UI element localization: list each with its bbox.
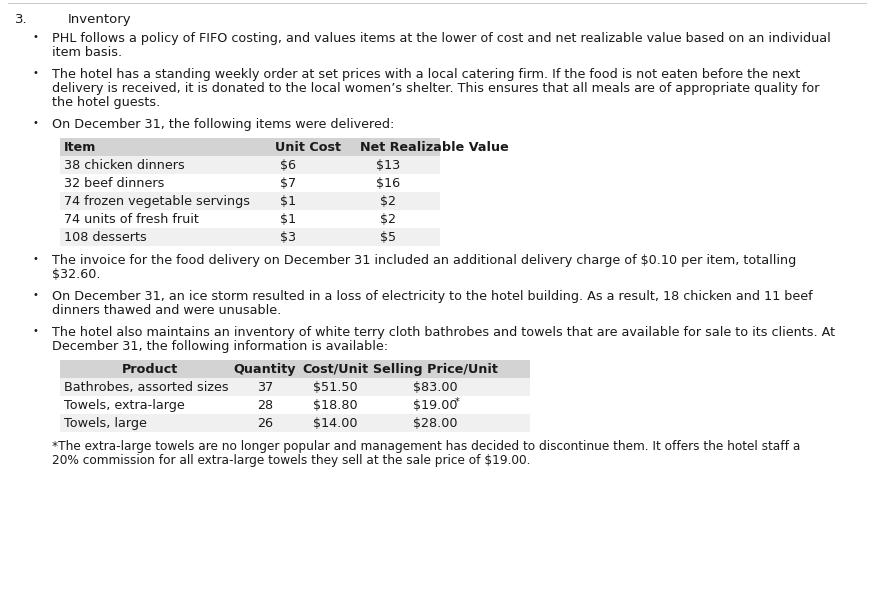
Text: 28: 28 bbox=[257, 399, 273, 412]
Text: *The extra-large towels are no longer popular and management has decided to disc: *The extra-large towels are no longer po… bbox=[52, 440, 801, 453]
Text: Net Realizable Value: Net Realizable Value bbox=[360, 141, 509, 154]
Text: dinners thawed and were unusable.: dinners thawed and were unusable. bbox=[52, 304, 281, 317]
Text: $28.00: $28.00 bbox=[413, 417, 457, 430]
Text: *: * bbox=[455, 397, 460, 407]
Text: $19.00: $19.00 bbox=[413, 399, 457, 412]
Text: $13: $13 bbox=[376, 159, 400, 172]
Bar bbox=[60, 378, 530, 396]
Text: $3: $3 bbox=[280, 231, 296, 244]
Text: item basis.: item basis. bbox=[52, 46, 122, 59]
Text: $1: $1 bbox=[280, 195, 296, 208]
Text: 38 chicken dinners: 38 chicken dinners bbox=[64, 159, 184, 172]
Text: On December 31, the following items were delivered:: On December 31, the following items were… bbox=[52, 118, 394, 131]
Bar bbox=[60, 414, 530, 432]
Bar bbox=[60, 228, 440, 246]
Bar bbox=[60, 138, 440, 156]
Text: $32.60.: $32.60. bbox=[52, 268, 101, 281]
Text: •: • bbox=[32, 254, 38, 264]
Text: Inventory: Inventory bbox=[68, 13, 132, 26]
Text: $1: $1 bbox=[280, 213, 296, 226]
Text: December 31, the following information is available:: December 31, the following information i… bbox=[52, 340, 388, 353]
Text: 3.: 3. bbox=[15, 13, 28, 26]
Text: •: • bbox=[32, 118, 38, 128]
Text: PHL follows a policy of FIFO costing, and values items at the lower of cost and : PHL follows a policy of FIFO costing, an… bbox=[52, 32, 831, 45]
Text: 108 desserts: 108 desserts bbox=[64, 231, 147, 244]
Text: 74 units of fresh fruit: 74 units of fresh fruit bbox=[64, 213, 199, 226]
Bar bbox=[60, 192, 440, 210]
Text: $5: $5 bbox=[380, 231, 396, 244]
Text: Bathrobes, assorted sizes: Bathrobes, assorted sizes bbox=[64, 381, 229, 394]
Text: $2: $2 bbox=[380, 195, 396, 208]
Text: •: • bbox=[32, 290, 38, 300]
Text: 20% commission for all extra-large towels they sell at the sale price of $19.00.: 20% commission for all extra-large towel… bbox=[52, 454, 531, 467]
Text: $16: $16 bbox=[376, 177, 400, 190]
Text: On December 31, an ice storm resulted in a loss of electricity to the hotel buil: On December 31, an ice storm resulted in… bbox=[52, 290, 813, 303]
Bar bbox=[60, 210, 440, 228]
Text: $14.00: $14.00 bbox=[313, 417, 357, 430]
Bar bbox=[60, 396, 530, 414]
Text: delivery is received, it is donated to the local women’s shelter. This ensures t: delivery is received, it is donated to t… bbox=[52, 82, 820, 95]
Text: the hotel guests.: the hotel guests. bbox=[52, 96, 160, 109]
Bar bbox=[60, 156, 440, 174]
Text: Selling Price/Unit: Selling Price/Unit bbox=[372, 363, 497, 376]
Text: Quantity: Quantity bbox=[233, 363, 296, 376]
Bar bbox=[60, 174, 440, 192]
Text: •: • bbox=[32, 68, 38, 78]
Text: Towels, extra-large: Towels, extra-large bbox=[64, 399, 184, 412]
Text: $51.50: $51.50 bbox=[313, 381, 357, 394]
Text: $7: $7 bbox=[280, 177, 296, 190]
Text: The hotel has a standing weekly order at set prices with a local catering firm. : The hotel has a standing weekly order at… bbox=[52, 68, 801, 81]
Text: The hotel also maintains an inventory of white terry cloth bathrobes and towels : The hotel also maintains an inventory of… bbox=[52, 326, 836, 339]
Text: $6: $6 bbox=[280, 159, 296, 172]
Text: 26: 26 bbox=[257, 417, 273, 430]
Text: Item: Item bbox=[64, 141, 96, 154]
Text: 74 frozen vegetable servings: 74 frozen vegetable servings bbox=[64, 195, 250, 208]
Bar bbox=[60, 360, 530, 378]
Text: Cost/Unit: Cost/Unit bbox=[302, 363, 368, 376]
Text: $18.80: $18.80 bbox=[313, 399, 357, 412]
Text: 32 beef dinners: 32 beef dinners bbox=[64, 177, 164, 190]
Text: $2: $2 bbox=[380, 213, 396, 226]
Text: The invoice for the food delivery on December 31 included an additional delivery: The invoice for the food delivery on Dec… bbox=[52, 254, 796, 267]
Text: Product: Product bbox=[121, 363, 178, 376]
Text: •: • bbox=[32, 326, 38, 336]
Text: •: • bbox=[32, 32, 38, 42]
Text: 37: 37 bbox=[257, 381, 273, 394]
Text: Unit Cost: Unit Cost bbox=[275, 141, 341, 154]
Text: Towels, large: Towels, large bbox=[64, 417, 147, 430]
Text: $83.00: $83.00 bbox=[413, 381, 457, 394]
